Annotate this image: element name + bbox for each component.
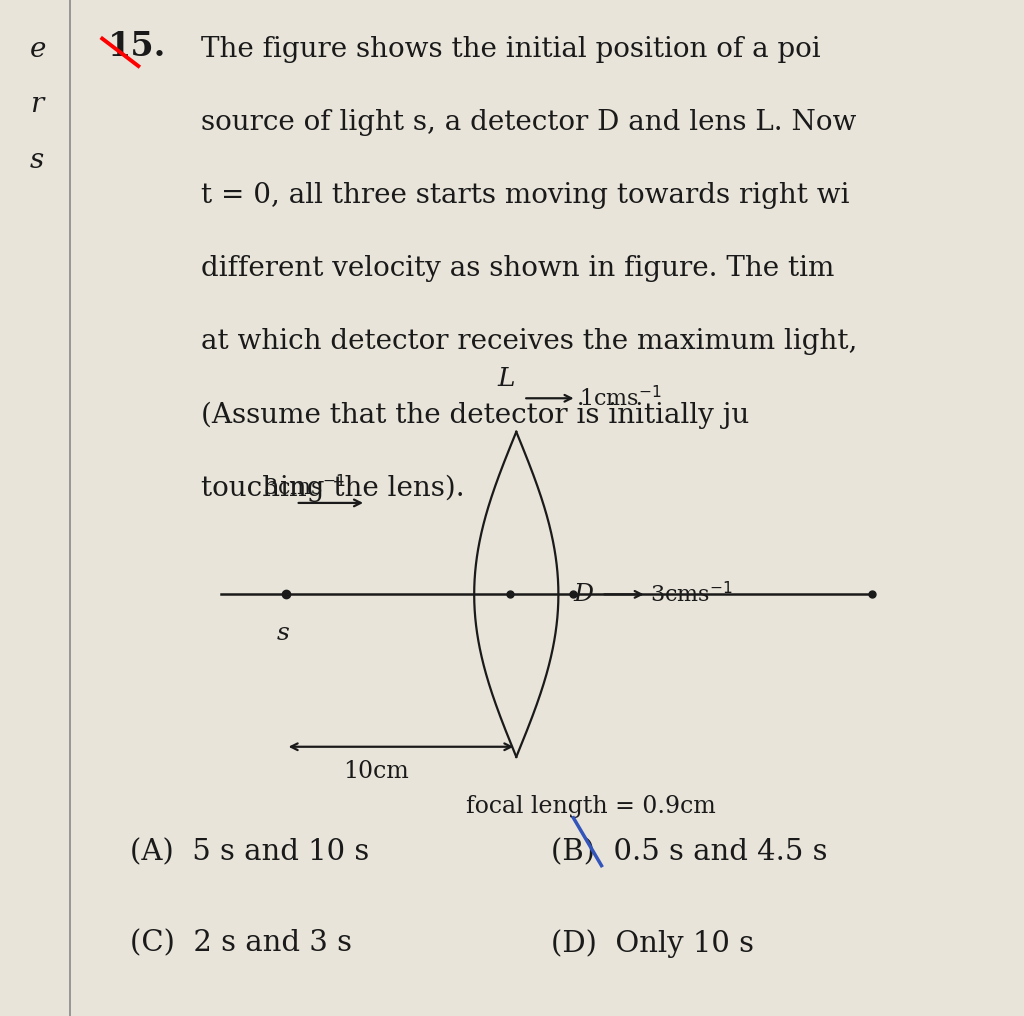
Text: (B)  0.5 s and 4.5 s: (B) 0.5 s and 4.5 s <box>551 838 827 867</box>
Text: e: e <box>30 36 46 63</box>
Text: s: s <box>276 622 289 645</box>
Text: different velocity as shown in figure. The tim: different velocity as shown in figure. T… <box>201 255 834 282</box>
Text: s: s <box>30 147 44 175</box>
Text: t = 0, all three starts moving towards right wi: t = 0, all three starts moving towards r… <box>201 182 849 209</box>
Text: 3cms$^{-1}$: 3cms$^{-1}$ <box>263 474 345 500</box>
Text: (A)  5 s and 10 s: (A) 5 s and 10 s <box>130 838 370 867</box>
Text: source of light s, a detector D and lens L. Now: source of light s, a detector D and lens… <box>201 109 856 136</box>
Text: 1cms$^{-1}$: 1cms$^{-1}$ <box>580 386 663 410</box>
Text: (C)  2 s and 3 s: (C) 2 s and 3 s <box>130 930 352 958</box>
Text: (Assume that the detector is initially ju: (Assume that the detector is initially j… <box>201 401 749 429</box>
Text: The figure shows the initial position of a poi: The figure shows the initial position of… <box>201 36 820 63</box>
Text: 3cms$^{-1}$: 3cms$^{-1}$ <box>649 582 732 607</box>
Text: L: L <box>498 366 515 391</box>
Text: at which detector receives the maximum light,: at which detector receives the maximum l… <box>201 328 857 356</box>
Text: 10cm: 10cm <box>343 760 409 783</box>
Text: focal length = 0.9cm: focal length = 0.9cm <box>466 795 716 818</box>
Text: touching the lens).: touching the lens). <box>201 474 464 502</box>
Text: r: r <box>30 91 43 119</box>
Text: D: D <box>573 583 594 606</box>
Text: (D)  Only 10 s: (D) Only 10 s <box>551 930 755 958</box>
Text: 15.: 15. <box>109 30 167 63</box>
